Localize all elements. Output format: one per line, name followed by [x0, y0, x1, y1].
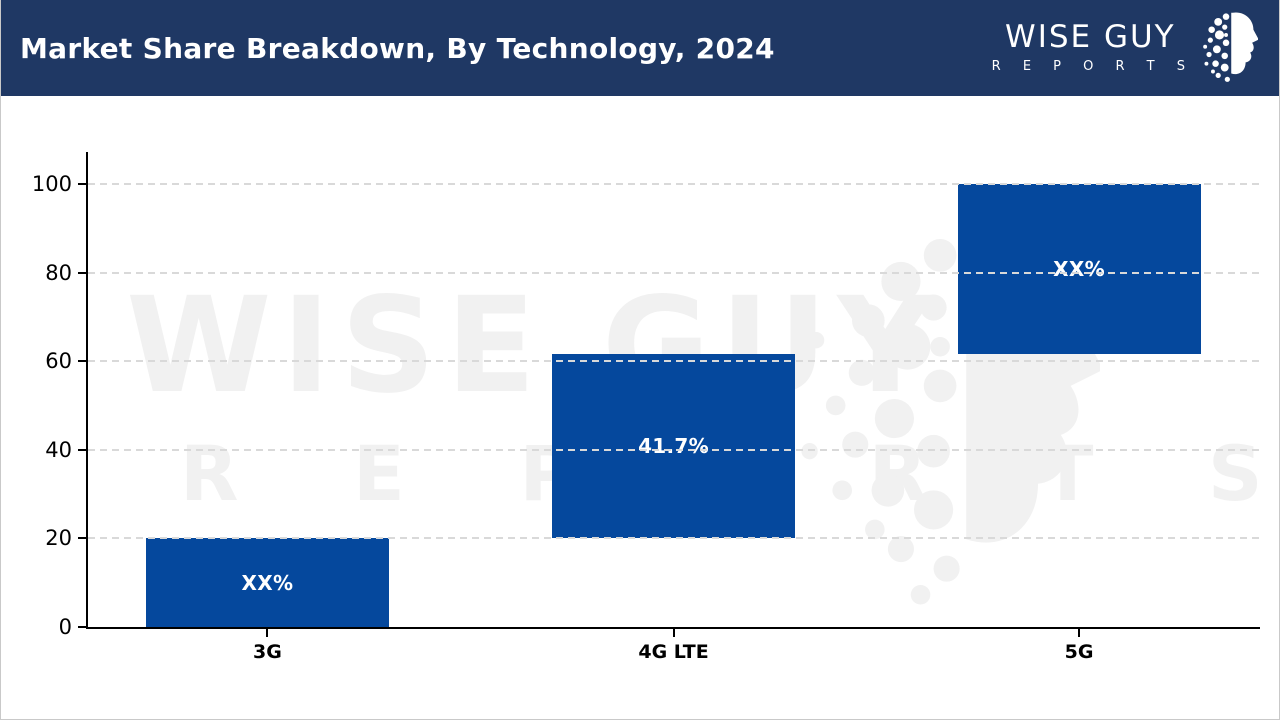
- page-title: Market Share Breakdown, By Technology, 2…: [20, 31, 775, 65]
- y-tick-label: 80: [45, 260, 72, 285]
- y-tick-mark: [78, 360, 86, 363]
- gridline-40: [88, 448, 1260, 451]
- bar-value-label: XX%: [241, 570, 294, 595]
- header-bar: Market Share Breakdown, By Technology, 2…: [0, 0, 1280, 96]
- y-tick-label: 60: [45, 349, 72, 374]
- bar-4g-lte: 41.7%: [552, 353, 796, 539]
- y-tick-label: 20: [45, 526, 72, 551]
- gridline-100: [88, 183, 1260, 186]
- waterfall-chart: 0 20 40 60 80 100 XX% 3G 41.7% 4G LTE XX% 5G: [32, 152, 1260, 663]
- x-tick-mark: [266, 629, 269, 637]
- y-tick-mark: [78, 537, 86, 540]
- wiseguy-logo: WISE GUY R E P O R T S: [987, 8, 1258, 88]
- bar-value-label: XX%: [1053, 257, 1105, 282]
- x-tick-label: 3G: [253, 641, 282, 663]
- x-tick-mark: [672, 629, 675, 637]
- y-tick-label: 0: [58, 615, 72, 639]
- logo-text: WISE GUY R E P O R T S: [987, 19, 1194, 75]
- bar-3g: XX%: [145, 538, 389, 627]
- y-tick-label: 40: [45, 437, 72, 462]
- x-tick-label: 4G LTE: [638, 641, 709, 663]
- bar-value-label: 41.7%: [638, 434, 709, 459]
- y-tick-mark: [78, 271, 86, 274]
- logo-face-icon: [1203, 12, 1258, 82]
- logo-wordmark: WISE GUY: [1005, 19, 1176, 55]
- x-tick-label: 5G: [1064, 641, 1094, 663]
- y-tick-mark: [78, 183, 86, 186]
- x-tick-mark: [1078, 629, 1081, 637]
- y-tick-mark: [78, 626, 86, 628]
- y-tick-label: 100: [31, 172, 72, 197]
- logo-subtitle: R E P O R T S: [991, 59, 1194, 74]
- gridline-60: [88, 360, 1260, 363]
- watermark-wordmark: WISE GUY: [126, 269, 944, 423]
- gridline-20: [88, 537, 1260, 540]
- gridline-80: [88, 271, 1260, 274]
- bar-5g: XX%: [957, 184, 1201, 354]
- y-tick-mark: [78, 448, 86, 451]
